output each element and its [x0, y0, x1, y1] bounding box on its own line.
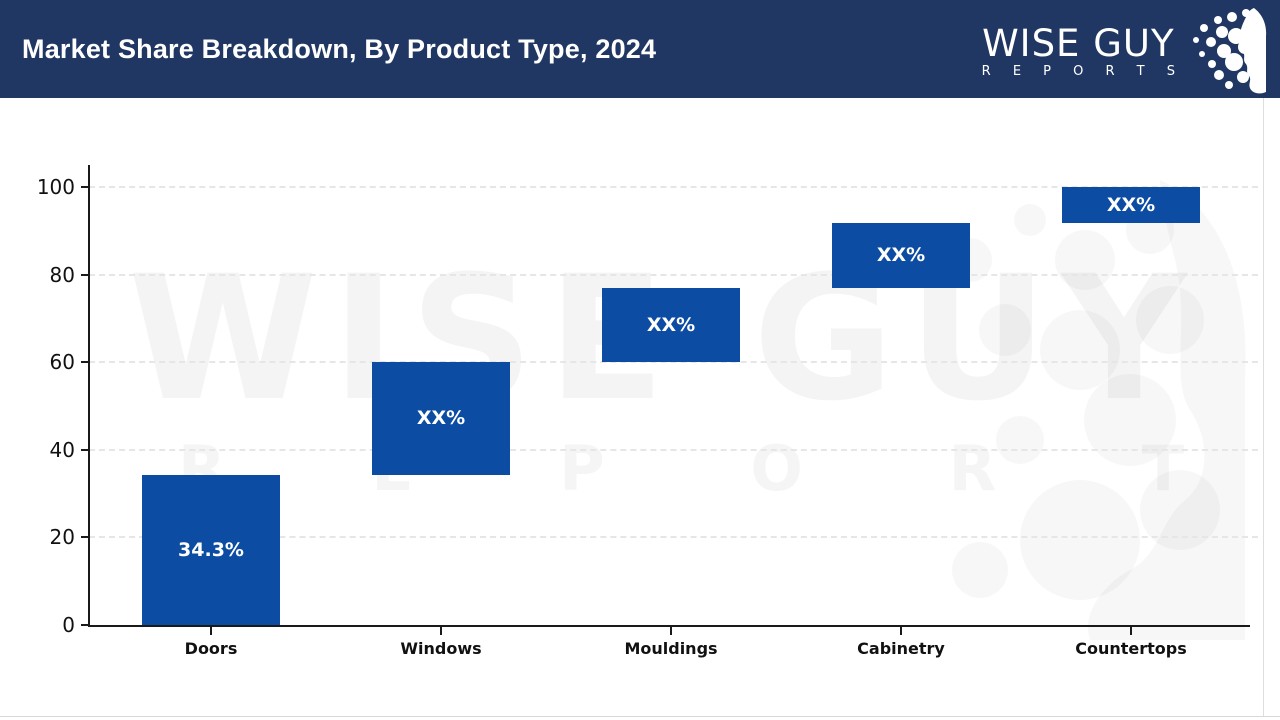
bar-value-label: 34.3%: [178, 538, 244, 561]
logo-subtitle: R E P O R T S: [981, 64, 1184, 80]
gridline: [89, 186, 1258, 188]
x-axis-tick: [670, 627, 672, 635]
x-axis-tick: [900, 627, 902, 635]
y-axis-tick: [81, 186, 89, 188]
y-axis-tick-label: 20: [49, 525, 75, 550]
gridline: [89, 536, 1258, 539]
header-bar: Market Share Breakdown, By Product Type,…: [0, 0, 1280, 98]
x-axis-category-label: Windows: [400, 639, 482, 658]
x-axis-category-label: Countertops: [1075, 639, 1187, 658]
page-bottom-hairline: [0, 716, 1280, 717]
x-axis-category-label: Mouldings: [624, 639, 718, 658]
y-axis-tick-label: 60: [49, 350, 75, 375]
bar-value-label: XX%: [1106, 193, 1156, 216]
page-right-hairline: [1263, 98, 1264, 716]
x-axis-category-label: Cabinetry: [857, 639, 945, 658]
y-axis-tick-label: 0: [62, 613, 75, 637]
bar-countertops: XX%: [1062, 187, 1200, 223]
page-title: Market Share Breakdown, By Product Type,…: [22, 33, 657, 64]
bar-value-label: XX%: [416, 407, 466, 430]
y-axis-tick-label: 100: [36, 175, 75, 199]
logo-wordmark: WISE GUY: [982, 21, 1175, 65]
bar-mouldings: XX%: [602, 287, 740, 363]
y-axis-tick: [81, 624, 89, 626]
wiseguy-logo-text: WISE GUY R E P O R T S: [973, 21, 1184, 80]
gridline: [89, 361, 1258, 364]
wiseguy-logo: WISE GUY R E P O R T S: [973, 6, 1268, 98]
y-axis-tick: [81, 448, 89, 451]
y-axis-tick-label: 40: [49, 437, 75, 462]
y-axis-tick: [81, 273, 89, 276]
bar-cabinetry: XX%: [832, 222, 970, 288]
bar-value-label: XX%: [646, 313, 696, 336]
y-axis-line: [88, 165, 90, 627]
y-axis-tick: [81, 361, 89, 364]
gridline: [89, 448, 1258, 451]
x-axis-line: [88, 625, 1250, 627]
gridline: [89, 273, 1258, 276]
watermark-subtitle: R E P O R T S: [178, 432, 1280, 505]
bar-doors: 34.3%: [142, 474, 280, 625]
x-axis-tick: [210, 627, 212, 635]
y-axis-tick: [81, 536, 89, 539]
bar-value-label: XX%: [876, 244, 926, 267]
bar-windows: XX%: [372, 362, 510, 475]
wiseguy-face-icon: [1188, 6, 1268, 98]
x-axis-tick: [1130, 627, 1132, 635]
y-axis-tick-label: 80: [49, 262, 75, 287]
x-axis-category-label: Doors: [184, 639, 238, 658]
x-axis-tick: [440, 627, 442, 635]
